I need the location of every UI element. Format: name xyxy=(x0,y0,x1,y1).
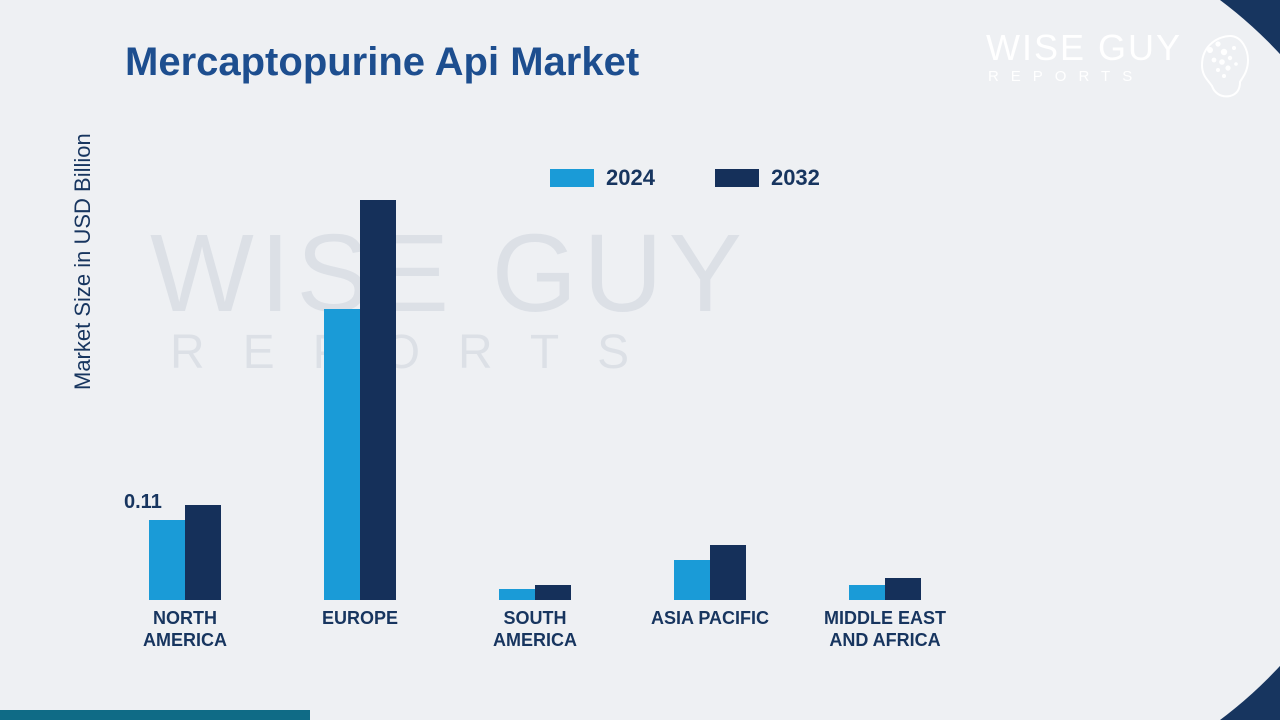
chart-legend: 2024 2032 xyxy=(550,165,820,191)
bar-2032 xyxy=(185,505,221,600)
category-label: NORTH AMERICA xyxy=(120,608,250,651)
canvas: Mercaptopurine Api Market WISE GUY REPOR… xyxy=(0,0,1280,720)
bar-pair xyxy=(149,505,221,600)
legend-swatch-2032 xyxy=(715,169,759,187)
legend-label-2024: 2024 xyxy=(606,165,655,191)
category-label: ASIA PACIFIC xyxy=(645,608,775,630)
brand-logo: WISE GUY REPORTS xyxy=(986,30,1250,100)
bar-2024 xyxy=(849,585,885,600)
bar-2032 xyxy=(535,585,571,600)
legend-item-2024: 2024 xyxy=(550,165,655,191)
bar-2024 xyxy=(324,309,360,600)
page-title: Mercaptopurine Api Market xyxy=(125,40,639,85)
category-label: EUROPE xyxy=(295,608,425,630)
bar-pair xyxy=(849,578,921,600)
category-label: SOUTH AMERICA xyxy=(470,608,600,651)
brand-logo-line2: REPORTS xyxy=(986,68,1182,85)
y-axis-label: Market Size in USD Billion xyxy=(70,133,96,390)
bar-2024 xyxy=(149,520,185,600)
bar-pair xyxy=(499,585,571,600)
bar-2024 xyxy=(674,560,710,600)
category-label: MIDDLE EAST AND AFRICA xyxy=(820,608,950,651)
bar-2032 xyxy=(885,578,921,600)
legend-item-2032: 2032 xyxy=(715,165,820,191)
bar-2032 xyxy=(710,545,746,600)
legend-swatch-2024 xyxy=(550,169,594,187)
bottom-accent-bar xyxy=(0,710,310,720)
brand-logo-line1: WISE GUY xyxy=(986,30,1182,66)
bar-chart: 0.11NORTH AMERICAEUROPESOUTH AMERICAASIA… xyxy=(105,200,975,600)
bar-2024 xyxy=(499,589,535,600)
bar-pair xyxy=(674,545,746,600)
bar-pair xyxy=(324,200,396,600)
brand-head-icon xyxy=(1190,30,1250,100)
bar-2032 xyxy=(360,200,396,600)
legend-label-2032: 2032 xyxy=(771,165,820,191)
